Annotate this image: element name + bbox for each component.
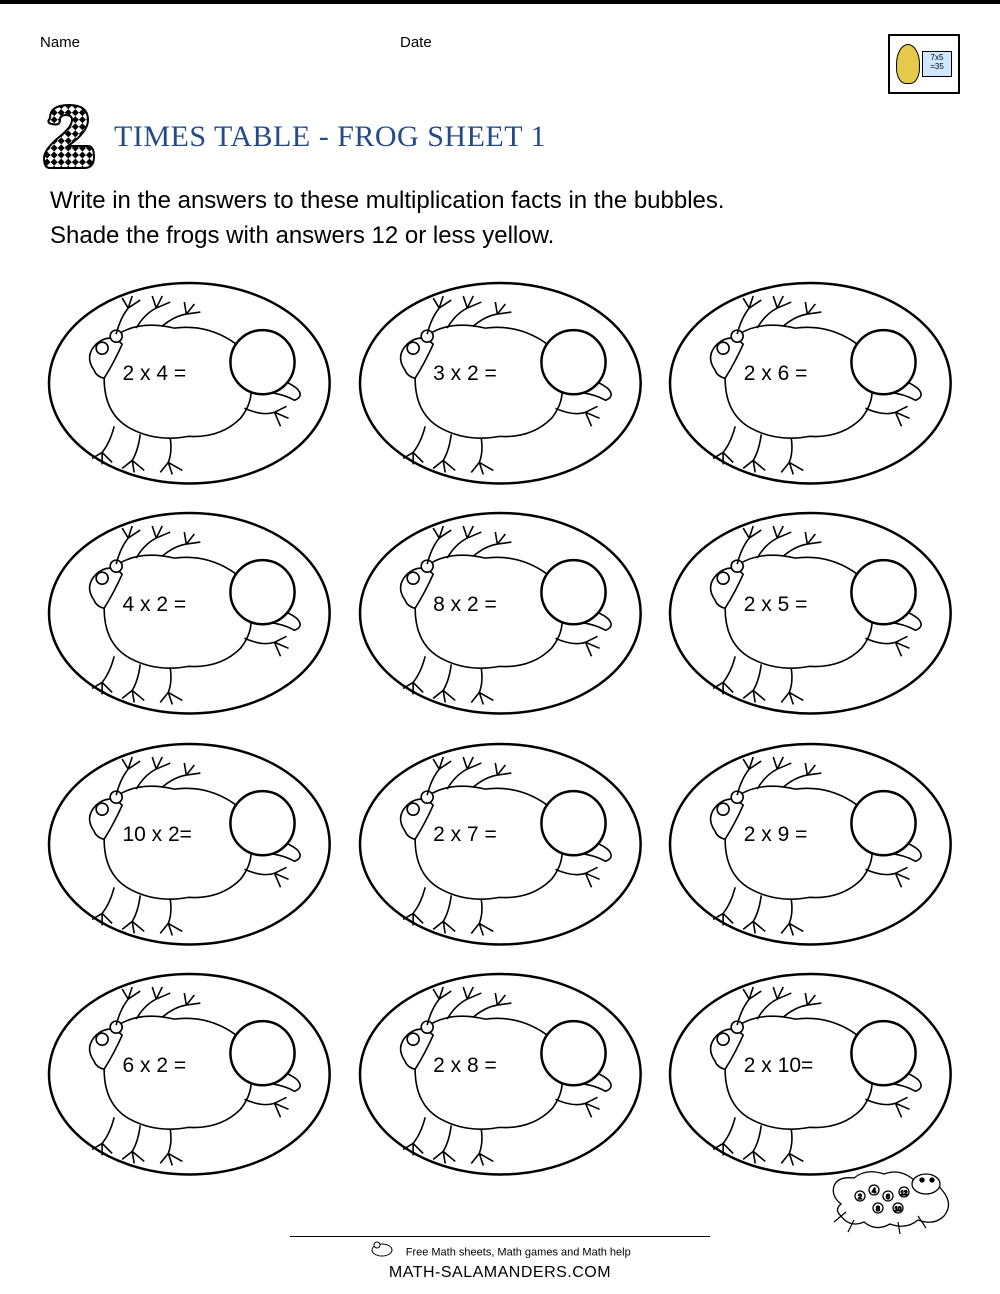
date-label: Date — [400, 34, 888, 51]
svg-text:2: 2 — [858, 1194, 862, 1201]
frog-problem: 6 x 2 = — [44, 969, 335, 1179]
problem-expression: 2 x 10= — [744, 1054, 813, 1078]
frog-problem: 2 x 5 = — [665, 508, 956, 718]
svg-text:10: 10 — [895, 1207, 902, 1213]
problem-expression: 2 x 8 = — [433, 1054, 497, 1078]
brand-logo: 7x5 =35 — [888, 34, 960, 94]
worksheet-title: TIMES TABLE - FROG SHEET 1 — [114, 120, 546, 154]
problem-expression: 2 x 5 = — [744, 593, 808, 617]
frog-problem: 2 x 4 = — [44, 278, 335, 488]
corner-salamander-icon: 2 4 6 8 10 12 — [826, 1154, 956, 1234]
frog-problem: 2 x 8 = — [355, 969, 646, 1179]
problem-expression: 3 x 2 = — [433, 362, 497, 386]
header-row: Name Date 7x5 =35 — [40, 34, 960, 94]
footer: Free Math sheets, Math games and Math he… — [0, 1236, 1000, 1282]
frog-problem: 2 x 9 = — [665, 739, 956, 949]
frog-problem: 4 x 2 = — [44, 508, 335, 718]
frog-problem: 3 x 2 = — [355, 278, 646, 488]
worksheet-page: Name Date 7x5 =35 TIMES TA — [0, 0, 1000, 1294]
title-row: TIMES TABLE - FROG SHEET 1 — [40, 102, 960, 172]
svg-text:12: 12 — [901, 1191, 908, 1197]
frog-problem: 10 x 2= — [44, 739, 335, 949]
name-label: Name — [40, 34, 400, 51]
logo-formula: 7x5 =35 — [922, 51, 952, 77]
problem-expression: 8 x 2 = — [433, 593, 497, 617]
svg-text:6: 6 — [886, 1194, 890, 1201]
instructions: Write in the answers to these multiplica… — [50, 184, 950, 254]
footer-site-name: MATH-SALAMANDERS.COM — [290, 1264, 710, 1282]
logo-formula-bottom: =35 — [923, 63, 951, 72]
problem-expression: 2 x 4 = — [122, 362, 186, 386]
instruction-line-2: Shade the frogs with answers 12 or less … — [50, 219, 950, 254]
problem-expression: 2 x 9 = — [744, 823, 808, 847]
salamander-icon — [896, 44, 920, 84]
frog-problem: 2 x 7 = — [355, 739, 646, 949]
problem-expression: 2 x 7 = — [433, 823, 497, 847]
number-two-icon — [40, 102, 98, 172]
problem-expression: 4 x 2 = — [122, 593, 186, 617]
footer-salamander-icon — [369, 1239, 395, 1264]
problem-expression: 6 x 2 = — [122, 1054, 186, 1078]
problem-expression: 10 x 2= — [122, 823, 191, 847]
instruction-line-1: Write in the answers to these multiplica… — [50, 184, 950, 219]
frog-problem: 2 x 6 = — [665, 278, 956, 488]
svg-text:8: 8 — [876, 1206, 880, 1213]
svg-text:4: 4 — [872, 1188, 876, 1195]
frog-problem: 2 x 10= — [665, 969, 956, 1179]
problem-expression: 2 x 6 = — [744, 362, 808, 386]
footer-tagline: Free Math sheets, Math games and Math he… — [406, 1247, 631, 1259]
frog-problem: 8 x 2 = — [355, 508, 646, 718]
problem-grid: 2 x 4 = 3 x 2 = — [40, 278, 960, 1180]
